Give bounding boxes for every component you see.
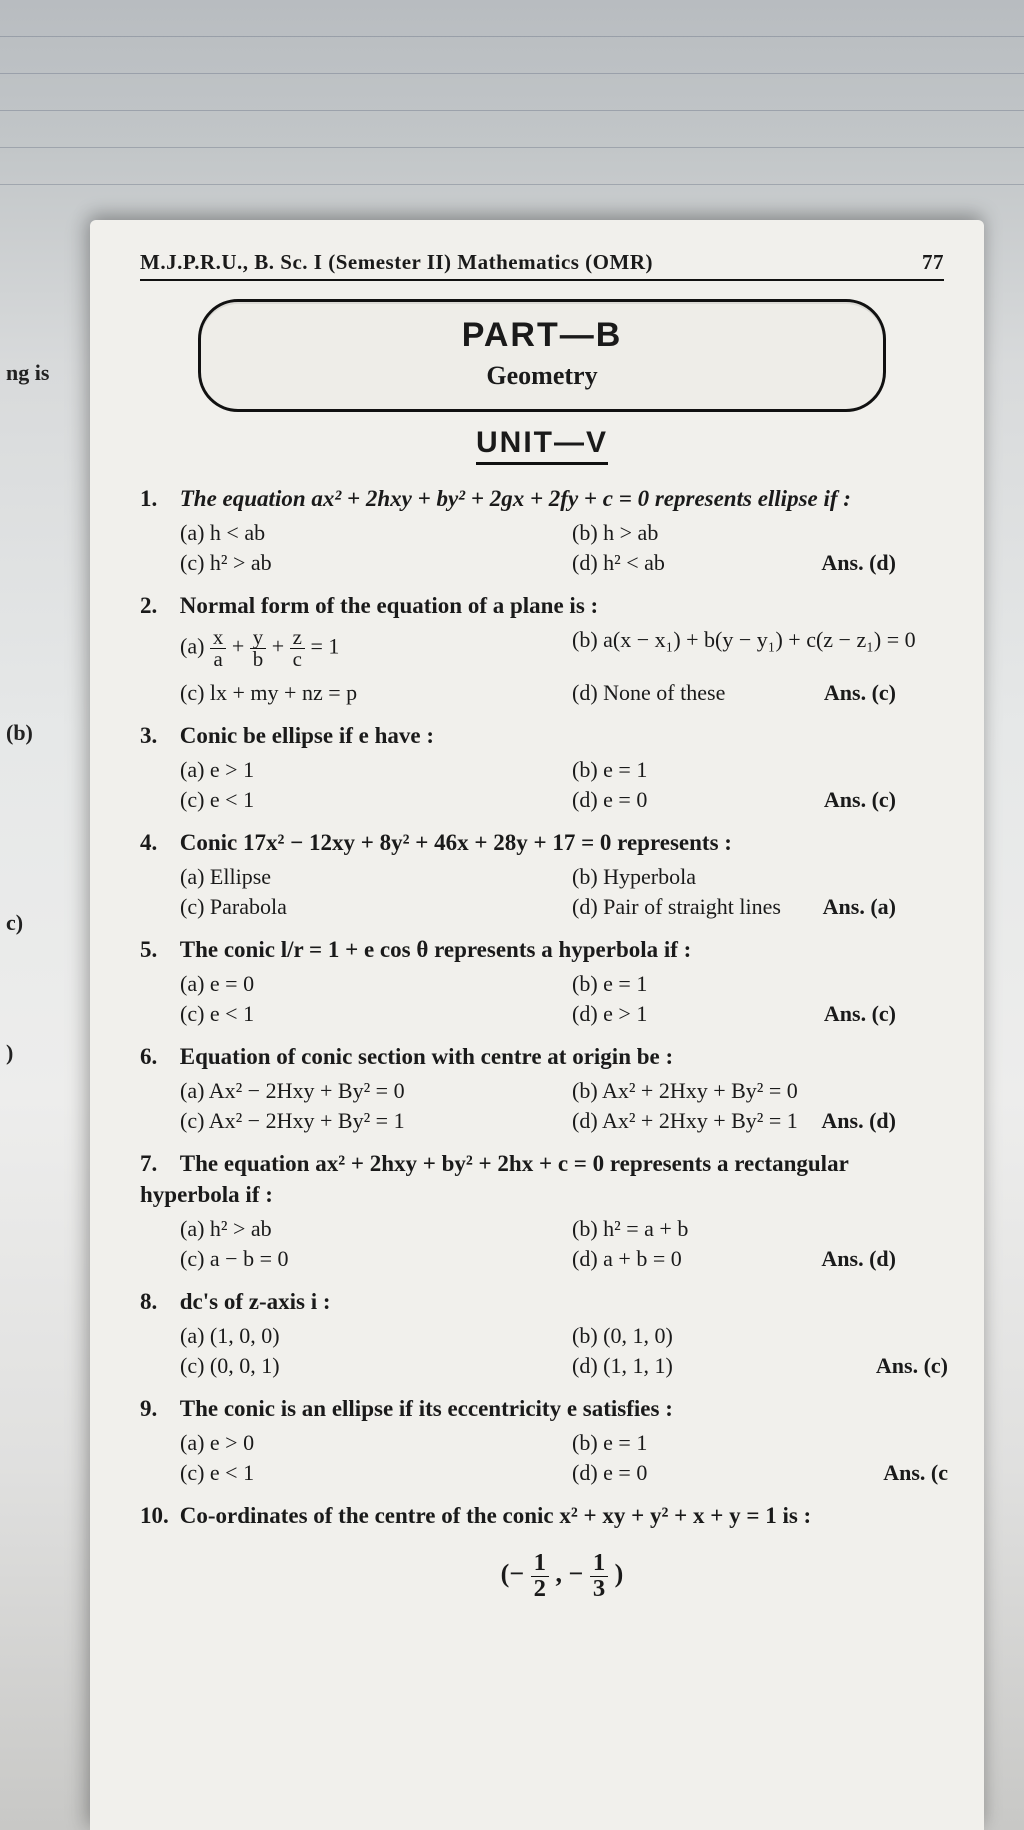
option-a: (a) e > 0 — [180, 1430, 552, 1456]
answer-6: Ans. (d) — [821, 1108, 896, 1134]
question-number: 5. — [140, 934, 174, 965]
option-c: (c) a − b = 0 — [180, 1246, 552, 1272]
question-number: 6. — [140, 1041, 174, 1072]
fraction-1: 1 2 — [531, 1551, 549, 1601]
fraction-y-b: yb — [250, 627, 266, 670]
question-10: 10. Co-ordinates of the centre of the co… — [140, 1500, 944, 1531]
question-number: 1. — [140, 483, 174, 514]
answer-4: Ans. (a) — [823, 894, 896, 920]
question-text: dc's of z-axis i : — [180, 1289, 331, 1314]
option-b: (b) h > ab — [572, 520, 944, 546]
answer-2: Ans. (c) — [824, 680, 896, 706]
question-5: 5. The conic l/r = 1 + e cos θ represent… — [140, 934, 944, 965]
question-text: Co-ordinates of the centre of the conic … — [180, 1503, 811, 1528]
question-text: Conic be ellipse if e have : — [180, 723, 434, 748]
part-title: PART—B — [261, 316, 824, 355]
frac-num: 1 — [590, 1551, 608, 1577]
option-a: (a) (1, 0, 0) — [180, 1323, 552, 1349]
question-9: 9. The conic is an ellipse if its eccent… — [140, 1393, 944, 1424]
option-a: (a) Ax² − 2Hxy + By² = 0 — [180, 1078, 552, 1104]
option-a: (a) h < ab — [180, 520, 552, 546]
question-number: 3. — [140, 720, 174, 751]
option-a: (a) e > 1 — [180, 757, 552, 783]
option-b: (b) e = 1 — [572, 971, 944, 997]
unit-title: UNIT—V — [476, 426, 608, 465]
page-number: 77 — [922, 250, 944, 275]
question-6: 6. Equation of conic section with centre… — [140, 1041, 944, 1072]
question-text: The equation ax² + 2hxy + by² + 2gx + 2f… — [180, 486, 851, 511]
answer-3: Ans. (c) — [824, 787, 896, 813]
answer-8: Ans. (c) — [876, 1353, 948, 1379]
answer-1: Ans. (d) — [821, 550, 896, 576]
question-text: Conic 17x² − 12xy + 8y² + 46x + 28y + 17… — [180, 830, 732, 855]
exam-page: M.J.P.R.U., B. Sc. I (Semester II) Mathe… — [90, 220, 984, 1830]
option-c: (c) e < 1 — [180, 787, 552, 813]
part-subtitle: Geometry — [261, 361, 824, 391]
option-c: (c) (0, 0, 1) — [180, 1353, 552, 1379]
option-c: (c) e < 1 — [180, 1001, 552, 1027]
question-number: 7. — [140, 1148, 174, 1179]
option-b: (b) e = 1 — [572, 757, 944, 783]
question-number: 2. — [140, 590, 174, 621]
question-text: The conic is an ellipse if its eccentric… — [180, 1396, 673, 1421]
fraction-x-a: xa — [210, 627, 226, 670]
question-9-options: (a) e > 0 (b) e = 1 (c) e < 1 (d) e = 0 — [180, 1430, 944, 1486]
cutoff-sep: , − — [555, 1560, 583, 1589]
answer-9: Ans. (c — [883, 1460, 948, 1486]
option-a-prefix: (a) — [180, 634, 210, 659]
frac-den: 3 — [590, 1577, 608, 1602]
option-c: (c) Parabola — [180, 894, 552, 920]
option-c: (c) Ax² − 2Hxy + By² = 1 — [180, 1108, 552, 1134]
answer-7: Ans. (d) — [821, 1246, 896, 1272]
answer-5: Ans. (c) — [824, 1001, 896, 1027]
option-b: (b) h² = a + b — [572, 1216, 944, 1242]
question-text: The conic l/r = 1 + e cos θ represents a… — [180, 937, 692, 962]
fraction-2: 1 3 — [590, 1551, 608, 1601]
question-1: 1. The equation ax² + 2hxy + by² + 2gx +… — [140, 483, 944, 514]
option-c: (c) h² > ab — [180, 550, 552, 576]
question-8-options: (a) (1, 0, 0) (b) (0, 1, 0) (c) (0, 0, 1… — [180, 1323, 944, 1379]
question-4: 4. Conic 17x² − 12xy + 8y² + 46x + 28y +… — [140, 827, 944, 858]
question-text: The equation ax² + 2hxy + by² + 2hx + c … — [140, 1151, 848, 1207]
question-7: 7. The equation ax² + 2hxy + by² + 2hx +… — [140, 1148, 944, 1210]
margin-text-c: c) — [6, 910, 23, 936]
frac-num: 1 — [531, 1551, 549, 1577]
notebook-ruled-background — [0, 0, 1024, 220]
option-a: (a) xa + yb + zc = 1 — [180, 627, 552, 670]
question-number: 9. — [140, 1393, 174, 1424]
option-b: (b) Hyperbola — [572, 864, 944, 890]
question-number: 10. — [140, 1500, 174, 1531]
cutoff-fraction: (− 1 2 , − 1 3 ) — [180, 1551, 944, 1601]
option-a: (a) Ellipse — [180, 864, 552, 890]
margin-text-paren: ) — [6, 1040, 13, 1066]
question-8: 8. dc's of z-axis i : — [140, 1286, 944, 1317]
option-a: (a) e = 0 — [180, 971, 552, 997]
margin-text-ngis: ng is — [6, 360, 49, 386]
option-a: (a) h² > ab — [180, 1216, 552, 1242]
option-c: (c) e < 1 — [180, 1460, 552, 1486]
frac-den: 2 — [531, 1577, 549, 1602]
cutoff-close: ) — [615, 1560, 624, 1589]
margin-text-b: (b) — [6, 720, 33, 746]
question-number: 8. — [140, 1286, 174, 1317]
option-b: (b) (0, 1, 0) — [572, 1323, 944, 1349]
question-3: 3. Conic be ellipse if e have : — [140, 720, 944, 751]
part-pill: PART—B Geometry — [198, 299, 887, 412]
option-c: (c) lx + my + nz = p — [180, 680, 552, 706]
question-text: Equation of conic section with centre at… — [180, 1044, 673, 1069]
question-text: Normal form of the equation of a plane i… — [180, 593, 598, 618]
cutoff-open: (− — [501, 1560, 524, 1589]
question-2: 2. Normal form of the equation of a plan… — [140, 590, 944, 621]
question-number: 4. — [140, 827, 174, 858]
option-b: (b) Ax² + 2Hxy + By² = 0 — [572, 1078, 944, 1104]
fraction-z-c: zc — [290, 627, 305, 670]
option-b: (b) a(x − x₁) + b(y − y₁) + c(z − z₁) = … — [572, 627, 944, 670]
page-header: M.J.P.R.U., B. Sc. I (Semester II) Mathe… — [140, 250, 944, 281]
header-title: M.J.P.R.U., B. Sc. I (Semester II) Mathe… — [140, 250, 653, 275]
option-b: (b) e = 1 — [572, 1430, 944, 1456]
